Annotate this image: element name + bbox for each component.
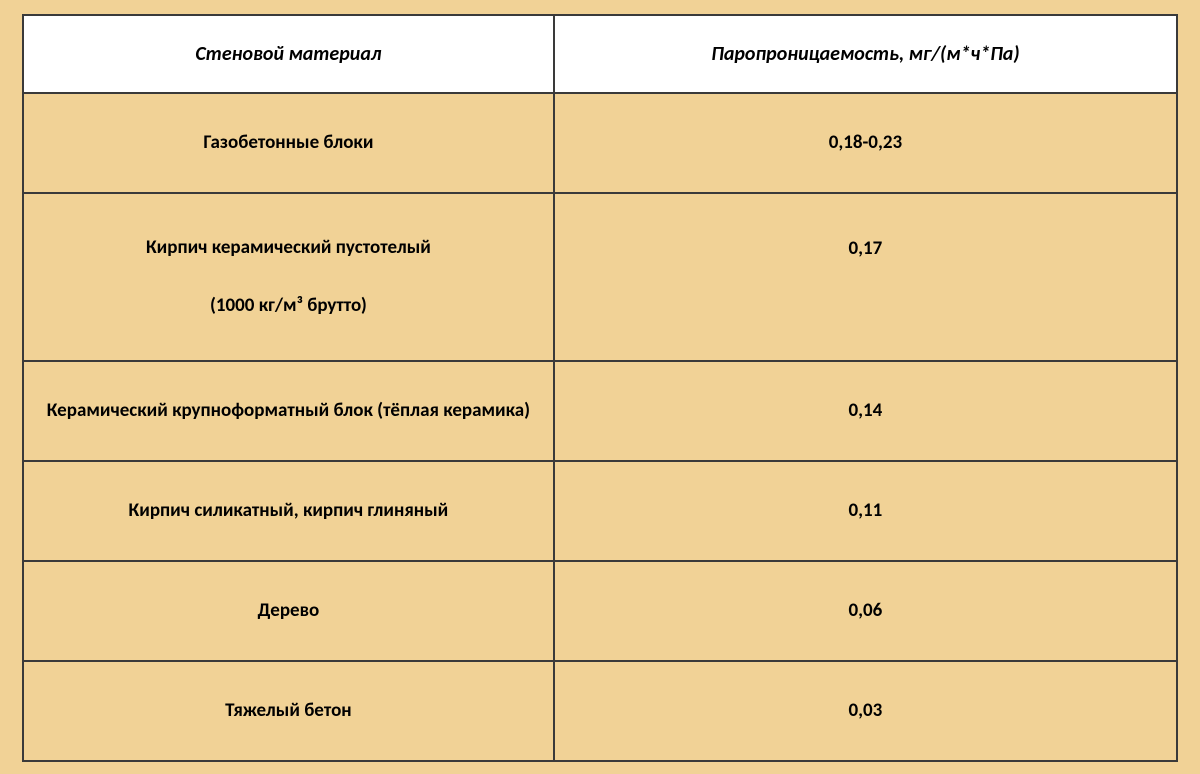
table-row: Дерево 0,06 bbox=[23, 561, 1177, 661]
cell-value: 0,14 bbox=[554, 361, 1177, 461]
table-row: Кирпич силикатный, кирпич глиняный 0,11 bbox=[23, 461, 1177, 561]
cell-material: Кирпич силикатный, кирпич глиняный bbox=[23, 461, 554, 561]
cell-value: 0,06 bbox=[554, 561, 1177, 661]
materials-table: Стеновой материал Паропроницаемость, мг/… bbox=[22, 14, 1178, 762]
cell-value: 0,11 bbox=[554, 461, 1177, 561]
cell-value: 0,03 bbox=[554, 661, 1177, 761]
cell-material: Керамический крупноформатный блок (тёпла… bbox=[23, 361, 554, 461]
cell-material: Дерево bbox=[23, 561, 554, 661]
cell-value: 0,18-0,23 bbox=[554, 93, 1177, 193]
table-row: Тяжелый бетон 0,03 bbox=[23, 661, 1177, 761]
cell-material: Кирпич керамический пустотелый (1000 кг/… bbox=[23, 193, 554, 361]
cell-material: Тяжелый бетон bbox=[23, 661, 554, 761]
cell-material: Газобетонные блоки bbox=[23, 93, 554, 193]
cell-value: 0,17 bbox=[554, 193, 1177, 361]
table-row: Кирпич керамический пустотелый (1000 кг/… bbox=[23, 193, 1177, 361]
cell-material-main: Кирпич керамический пустотелый bbox=[146, 236, 431, 259]
table-row: Керамический крупноформатный блок (тёпла… bbox=[23, 361, 1177, 461]
col-header-material: Стеновой материал bbox=[23, 15, 554, 93]
table-header-row: Стеновой материал Паропроницаемость, мг/… bbox=[23, 15, 1177, 93]
table-row: Газобетонные блоки 0,18-0,23 bbox=[23, 93, 1177, 193]
col-header-value: Паропроницаемость, мг/(м*ч*Па) bbox=[554, 15, 1177, 93]
cell-material-sub: (1000 кг/м³ брутто) bbox=[30, 291, 547, 321]
